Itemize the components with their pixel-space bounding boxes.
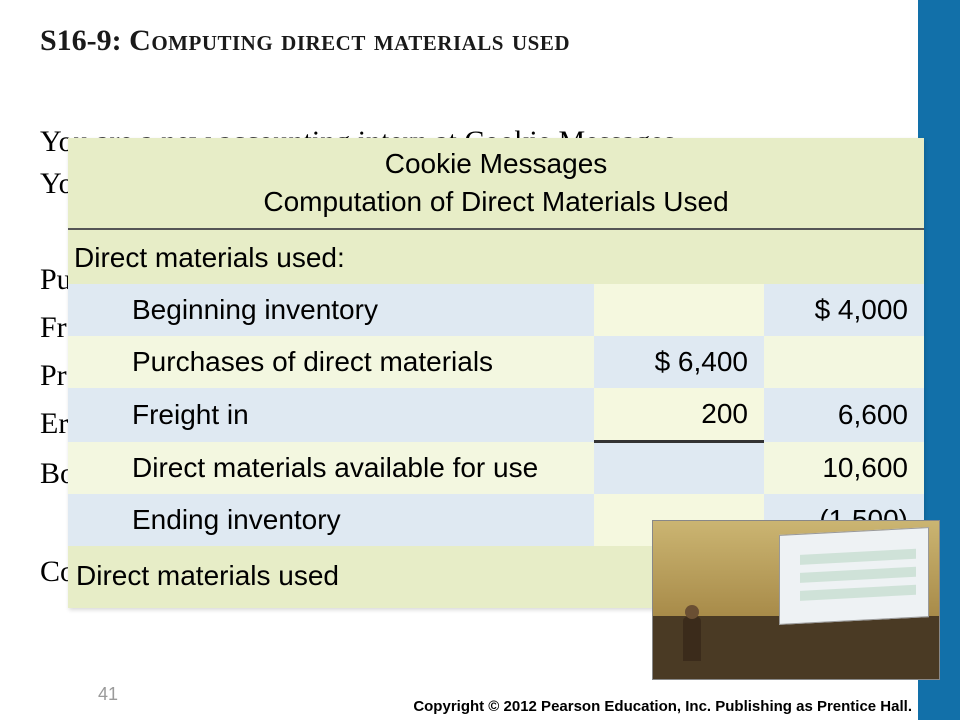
company-name: Cookie Messages: [68, 138, 924, 186]
slide-title: S16-9: Computing direct materials used: [40, 24, 570, 58]
background-text-line: Pr: [40, 352, 67, 400]
row-label: Freight in: [68, 388, 594, 442]
slide-title-text: Computing direct materials used: [129, 24, 570, 57]
background-text-line: Pu: [40, 256, 72, 304]
slide-code: S16-9:: [40, 24, 122, 57]
row-total: 10,600: [764, 442, 924, 494]
thumb-projection-screen: [779, 527, 929, 625]
row-subtotal: $ 6,400: [594, 336, 764, 388]
table-row: Freight in 200 6,600: [68, 388, 924, 442]
row-label: Purchases of direct materials: [68, 336, 594, 388]
row-subtotal: [594, 442, 764, 494]
table-row: Purchases of direct materials $ 6,400: [68, 336, 924, 388]
table-row: Direct materials available for use 10,60…: [68, 442, 924, 494]
background-text-line: Er: [40, 400, 68, 448]
row-subtotal: [594, 284, 764, 336]
table-row: Beginning inventory $ 4,000: [68, 284, 924, 336]
background-text-line: Fr: [40, 304, 67, 352]
section-label: Direct materials used:: [68, 230, 924, 284]
row-subtotal: 200: [594, 388, 764, 442]
row-total: [764, 336, 924, 388]
page-number: 41: [98, 684, 118, 705]
thumb-presenter: [683, 617, 701, 661]
thumb-screen-line: [800, 585, 916, 601]
slide-page: S16-9: Computing direct materials used Y…: [0, 0, 960, 720]
report-title: Computation of Direct Materials Used: [68, 186, 924, 230]
row-label: Ending inventory: [68, 494, 594, 546]
row-total: 6,600: [764, 388, 924, 442]
thumb-screen-line: [800, 567, 916, 583]
row-total: $ 4,000: [764, 284, 924, 336]
thumb-screen-line: [800, 549, 916, 565]
row-label: Direct materials available for use: [68, 442, 594, 494]
row-label: Beginning inventory: [68, 284, 594, 336]
copyright-text: Copyright © 2012 Pearson Education, Inc.…: [413, 698, 912, 715]
lecture-video-thumbnail[interactable]: [652, 520, 940, 680]
